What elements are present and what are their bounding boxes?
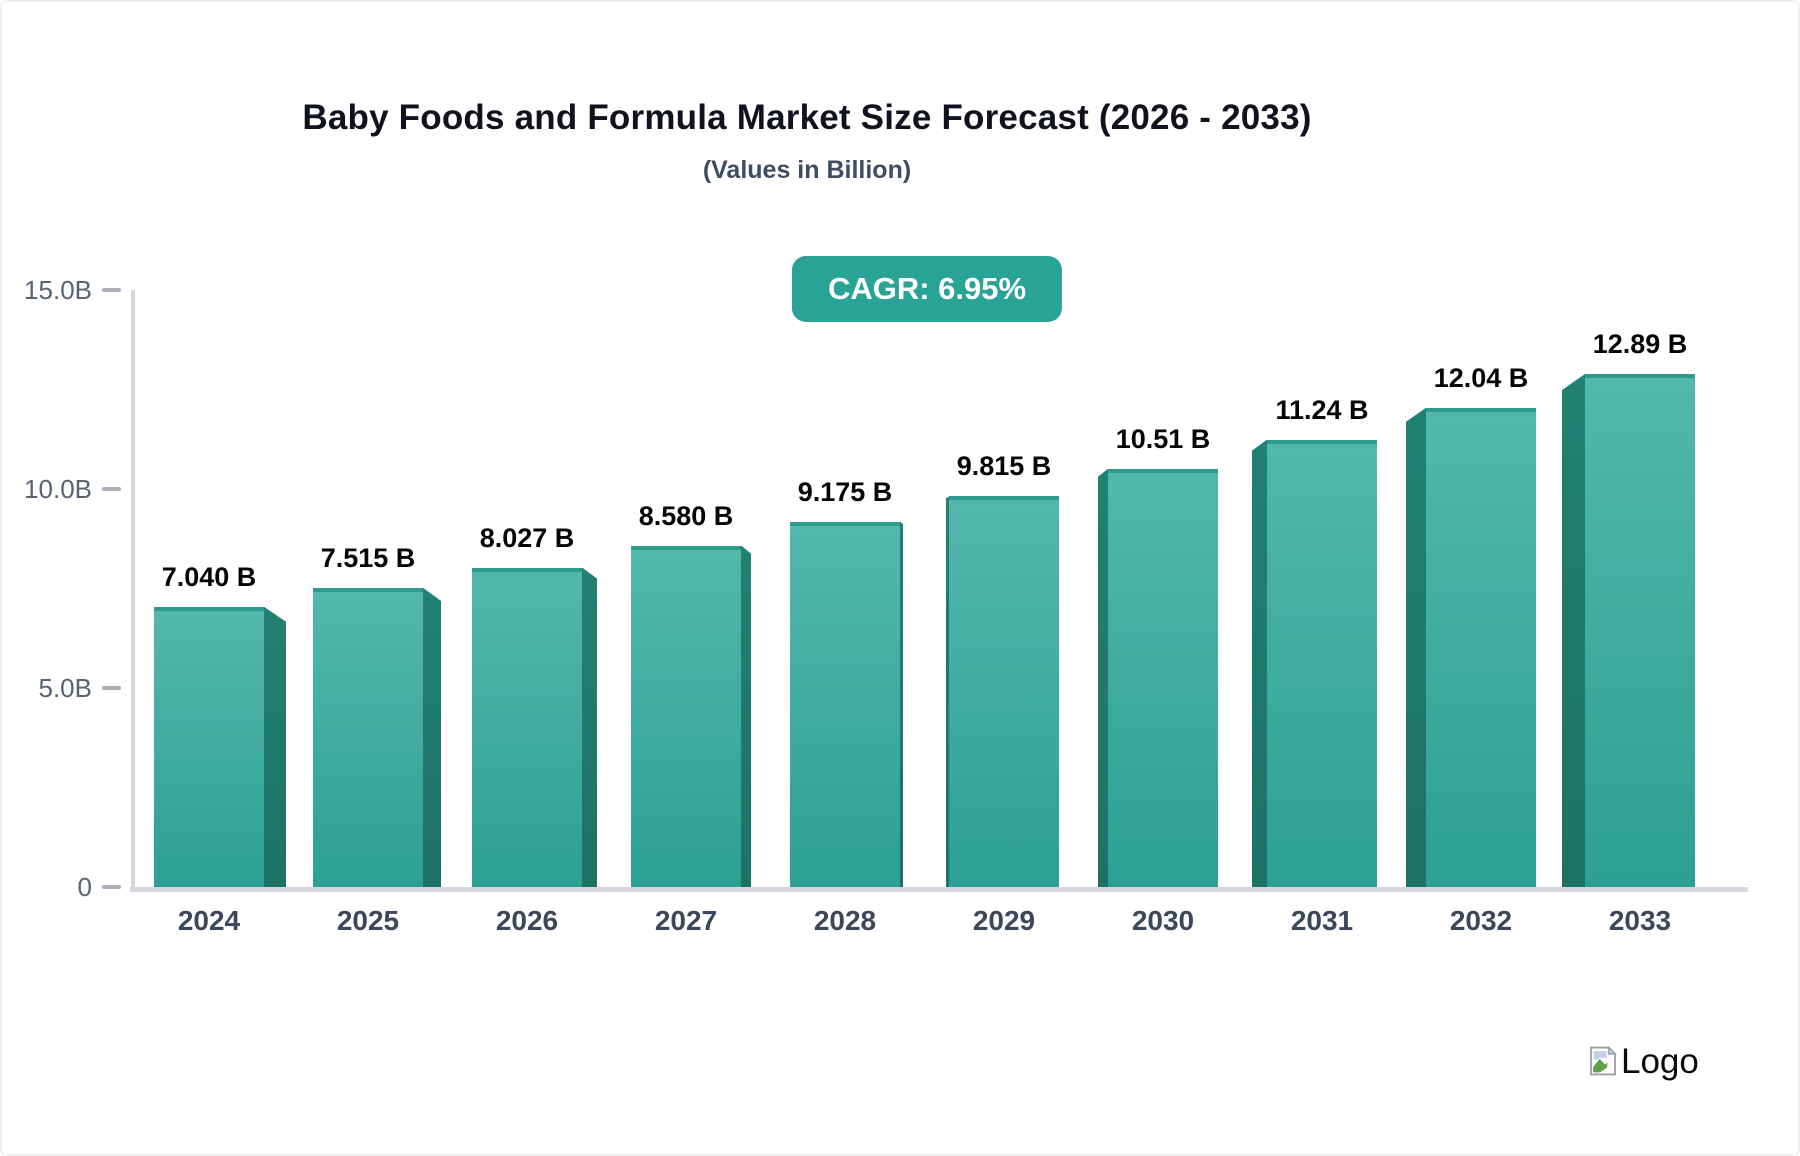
bar-3d-side-2024 [264,606,286,887]
y-tick-mark [102,288,121,292]
bar-value-label-2030: 10.51 B [1115,423,1211,454]
y-tick-mark [102,487,121,491]
y-axis-line [131,290,135,891]
bar-2025[interactable] [313,587,423,887]
bar-value-label-2032: 12.04 B [1433,362,1529,393]
bar-3d-side-2025 [423,587,441,887]
bar-value-label-2027: 8.580 B [638,500,734,531]
bar-value-label-2024: 7.040 B [161,561,257,592]
bar-3d-side-2026 [582,567,597,887]
chart-subtitle: (Values in Billion) [702,156,912,184]
x-axis-label-2025: 2025 [336,905,400,936]
bar-2026[interactable] [472,567,582,887]
bar-3d-side-2030 [1098,468,1108,887]
bar-2031[interactable] [1267,439,1377,887]
x-axis-label-2031: 2031 [1290,905,1354,936]
x-axis-label-2029: 2029 [972,905,1036,936]
x-axis-label-2028: 2028 [813,905,877,936]
bar-3d-side-2031 [1252,439,1267,887]
cagr-badge: CAGR: 6.95% [791,256,1063,322]
x-axis-label-2033: 2033 [1608,905,1672,936]
bar-2030[interactable] [1108,468,1218,887]
chart-title: Baby Foods and Formula Market Size Forec… [302,98,1312,137]
x-axis-line [130,887,1748,892]
bar-value-label-2031: 11.24 B [1275,394,1369,425]
bar-3d-side-2027 [741,545,751,887]
bar-value-label-2029: 9.815 B [956,451,1052,482]
bar-value-label-2026: 8.027 B [479,522,575,553]
x-axis-label-2032: 2032 [1449,905,1513,936]
broken-image-icon [1586,1040,1620,1078]
bar-3d-side-2032 [1406,407,1426,887]
x-axis-label-2026: 2026 [495,905,559,936]
y-tick-label: 10.0B [24,474,92,504]
bar-3d-side-2028 [900,521,903,887]
bar-3d-side-2029 [946,496,949,887]
logo: Logo [1586,1040,1699,1084]
bar-2033[interactable] [1585,373,1695,887]
x-axis-label-2030: 2030 [1131,905,1195,936]
y-tick-mark [102,686,121,690]
bar-value-label-2033: 12.89 B [1592,328,1688,359]
bar-value-label-2025: 7.515 B [320,542,416,573]
bar-2028[interactable] [790,521,900,887]
bar-2027[interactable] [631,545,741,887]
x-axis-label-2027: 2027 [654,905,718,936]
bar-3d-side-2033 [1562,373,1585,887]
bar-2024[interactable] [154,606,264,887]
y-tick-label: 5.0B [38,673,93,703]
y-tick-label: 0 [77,872,92,902]
x-axis-label-2024: 2024 [177,905,241,936]
y-tick-label: 15.0B [24,275,92,305]
bar-value-label-2028: 9.175 B [797,476,893,507]
y-tick-mark [102,885,121,889]
bar-2029[interactable] [949,496,1059,887]
logo-alt-text: Logo [1621,1042,1699,1081]
bar-2032[interactable] [1426,407,1536,887]
chart-header: Baby Foods and Formula Market Size Forec… [2,2,1612,185]
